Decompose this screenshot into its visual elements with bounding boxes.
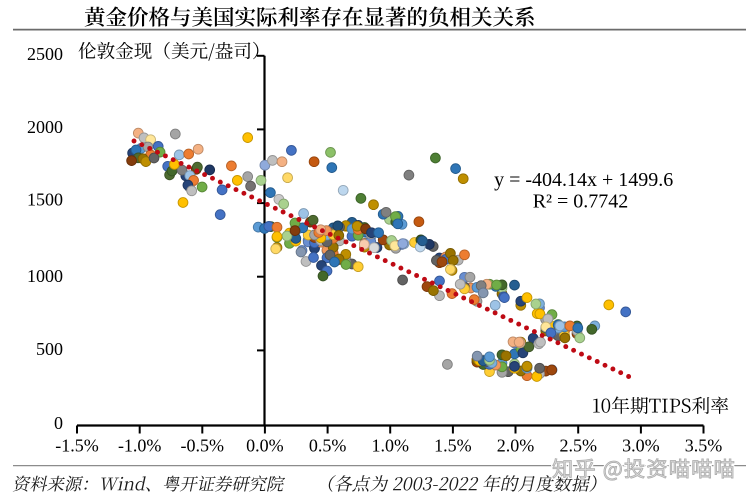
svg-text:0.0%: 0.0% — [246, 436, 284, 456]
svg-text:1.0%: 1.0% — [371, 436, 409, 456]
svg-text:1.5%: 1.5% — [434, 436, 472, 456]
svg-text:0: 0 — [54, 413, 63, 433]
svg-text:-0.5%: -0.5% — [181, 436, 225, 456]
svg-text:R² = 0.7742: R² = 0.7742 — [533, 191, 629, 213]
svg-text:-1.0%: -1.0% — [118, 436, 162, 456]
svg-text:2000: 2000 — [27, 117, 63, 137]
svg-text:2500: 2500 — [27, 44, 63, 64]
svg-text:y = -404.14x + 1499.6: y = -404.14x + 1499.6 — [494, 169, 673, 191]
svg-text:2.5%: 2.5% — [559, 436, 597, 456]
svg-text:1500: 1500 — [27, 190, 63, 210]
svg-text:500: 500 — [36, 339, 63, 359]
svg-text:0.5%: 0.5% — [309, 436, 347, 456]
svg-text:3.0%: 3.0% — [622, 436, 660, 456]
svg-text:3.5%: 3.5% — [685, 436, 723, 456]
svg-text:-1.5%: -1.5% — [55, 436, 99, 456]
svg-text:2.0%: 2.0% — [497, 436, 535, 456]
svg-text:1000: 1000 — [27, 266, 63, 286]
